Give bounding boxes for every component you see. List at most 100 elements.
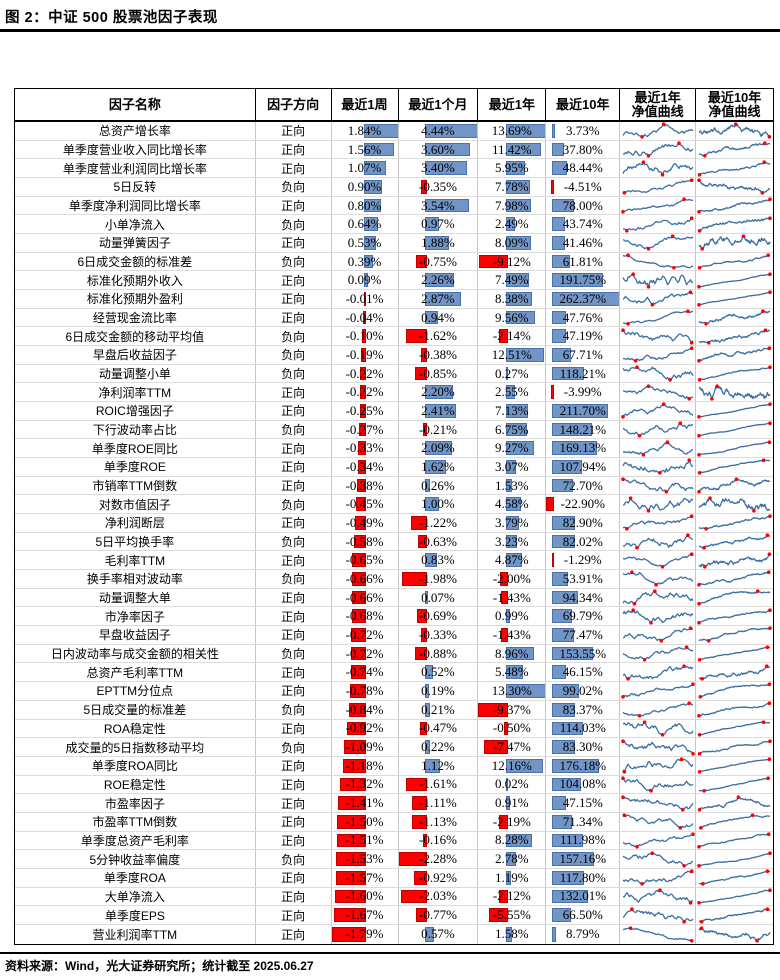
return-1y-cell: -1.43% (478, 588, 547, 607)
return-10y-cell: 3.73% (546, 122, 621, 140)
factor-name-cell: 总资产增长率 (15, 122, 256, 140)
positive-data-bar (505, 497, 521, 512)
positive-data-bar (552, 814, 573, 829)
return-1m-cell: 3.60% (399, 140, 479, 159)
return-10y-cell: 117.80% (546, 868, 621, 887)
return-value: 4.58% (495, 496, 529, 512)
sparkline-10y-cell (696, 215, 773, 233)
return-value: 3.73% (565, 122, 600, 138)
col-header-return-1y: 最近1年 (478, 89, 547, 120)
return-1m-cell: 2.41% (399, 402, 479, 420)
sparkline-1y (622, 421, 693, 438)
positive-data-bar (364, 142, 395, 157)
table-row: 总资产毛利率TTM 正向 -0.74% 0.52% 5.48% 46.15% (15, 663, 773, 683)
direction-label: 负向 (281, 423, 306, 438)
sparkline-10y (698, 682, 772, 700)
sparkline-10y-cell (696, 832, 773, 850)
return-1m-cell: -0.77% (399, 906, 479, 924)
sparkline-10y-cell (696, 178, 773, 196)
negative-data-bar (501, 628, 508, 642)
return-value: 157.16% (559, 851, 607, 867)
direction-cell: 正向 (256, 588, 332, 607)
positive-data-bar (552, 422, 592, 437)
positive-data-bar (505, 534, 517, 549)
return-value: 1.58% (495, 926, 529, 942)
return-value: 9.27% (495, 440, 529, 456)
sparkline-10y-cell (696, 813, 773, 831)
return-1m-cell: -2.03% (399, 887, 479, 906)
negative-data-bar (333, 908, 367, 922)
return-value: -0.50% (492, 720, 531, 736)
return-value: -1.13% (418, 813, 457, 829)
col-header-sparkline-1y: 最近1年 净值曲线 (620, 89, 697, 120)
direction-cell: 正向 (256, 719, 332, 738)
return-1y-cell: 5.48% (478, 663, 547, 682)
return-value: 9.56% (495, 309, 529, 325)
direction-label: 正向 (281, 236, 306, 251)
positive-data-bar (364, 198, 381, 213)
table-row: 小单净流入 负向 0.64% 0.97% 2.49% 43.74% (15, 215, 773, 235)
positive-data-bar (552, 534, 576, 549)
return-1m-cell: 0.83% (399, 551, 479, 570)
factor-name-cell: 市销率TTM倒数 (15, 476, 256, 495)
positive-data-bar (552, 236, 565, 250)
direction-cell: 正向 (256, 514, 332, 532)
return-value: 1.62% (421, 458, 455, 474)
return-value: 0.99% (495, 608, 529, 624)
negative-data-bar (483, 740, 508, 754)
return-1w-cell: -0.10% (332, 327, 399, 346)
factor-name-cell: 6日成交金额的移动平均值 (15, 327, 256, 346)
direction-label: 负向 (281, 367, 306, 382)
negative-data-bar (360, 385, 367, 400)
sparkline-1y (620, 477, 694, 494)
return-1y-cell: 9.27% (478, 439, 547, 458)
table-row: 5日成交量的标准差 负向 -0.84% 0.21% -9.37% 83.37% (15, 700, 773, 720)
factor-name-cell: 单季度营业利润同比增长率 (15, 159, 256, 178)
sparkline-1y-cell (620, 327, 697, 346)
sparkline-10y-cell (696, 122, 773, 140)
positive-data-bar (505, 553, 522, 568)
factor-name-label: 标准化预期外收入 (86, 273, 183, 288)
negative-data-bar (363, 292, 367, 306)
factor-name-cell: EPTTM分位点 (15, 682, 256, 700)
return-1w-cell: -0.78% (332, 682, 399, 700)
negative-data-bar (336, 833, 367, 848)
sparkline-1y-cell (620, 532, 697, 551)
return-10y-cell: 111.98% (546, 831, 621, 850)
return-1m-cell: 0.97% (399, 215, 479, 234)
sparkline-10y-cell (696, 159, 773, 177)
return-1w-cell: -0.84% (332, 700, 399, 719)
negative-data-bar (355, 497, 367, 512)
direction-cell: 正向 (256, 812, 332, 831)
return-1y-cell: -7.47% (478, 738, 547, 756)
negative-data-bar (348, 702, 367, 717)
table-row: 市盈率因子 正向 -1.41% -1.11% 0.91% 47.15% (15, 794, 773, 813)
return-value: 2.26% (421, 272, 455, 288)
sparkline-10y-cell (696, 253, 773, 271)
return-1w-cell: -0.66% (332, 588, 399, 607)
return-value: -0.33% (418, 626, 457, 642)
return-value: -4.51% (563, 178, 602, 194)
sparkline-1y (622, 496, 694, 513)
table-row: 6日成交金额的移动平均值 负向 -0.10% -1.62% -2.14% 47.19% (15, 327, 773, 347)
negative-data-bar (478, 702, 508, 717)
table-row: 动量调整大单 正向 -0.66% 0.07% -1.43% 94.34% (15, 588, 773, 608)
return-1w-cell: -1.51% (332, 831, 399, 850)
direction-cell: 正向 (256, 868, 332, 887)
sparkline-10y-cell (696, 234, 773, 252)
direction-label: 负向 (281, 497, 306, 512)
return-10y-cell: 67.71% (546, 346, 621, 364)
return-10y-cell: 78.00% (546, 196, 621, 215)
sparkline-1y (622, 141, 694, 158)
return-value: -2.28% (418, 851, 457, 867)
direction-cell: 正向 (256, 383, 332, 402)
positive-data-bar (425, 124, 478, 138)
sparkline-1y (622, 850, 693, 868)
return-value: 0.57% (421, 926, 455, 942)
return-1m-cell: -2.28% (398, 850, 479, 868)
return-1w-cell: 1.56% (332, 140, 399, 159)
return-1y-cell: 5.95% (478, 159, 547, 178)
factor-name-label: 市盈率因子 (104, 796, 165, 811)
sparkline-1y-cell (620, 551, 697, 570)
return-10y-cell: -4.51% (546, 178, 621, 196)
